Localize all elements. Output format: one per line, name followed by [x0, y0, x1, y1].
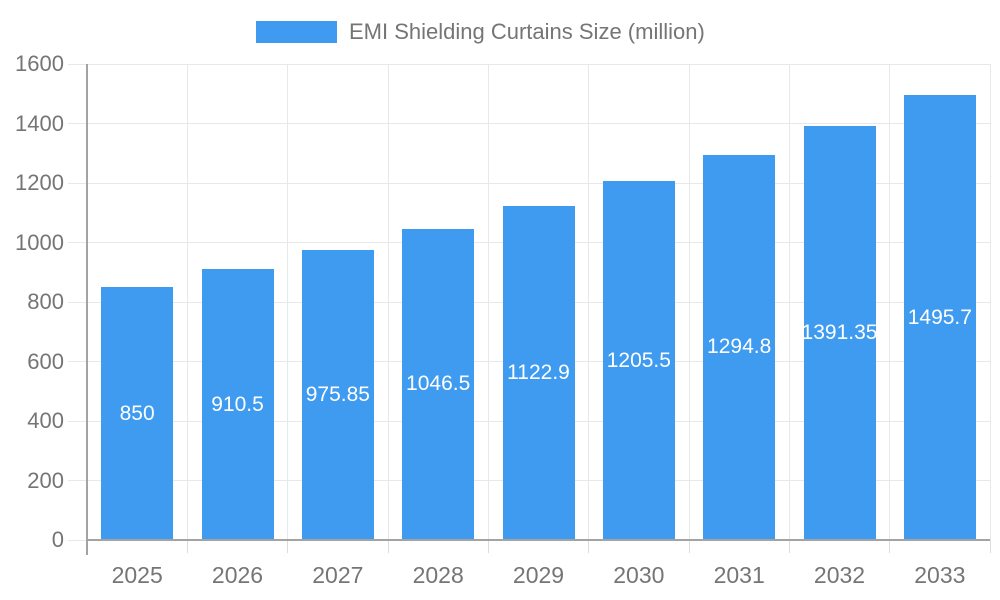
x-axis-tick: [186, 540, 188, 553]
bar-value-label: 1294.8: [707, 335, 772, 359]
bar[interactable]: 1046.5: [402, 228, 475, 540]
y-axis-tick: [68, 480, 87, 481]
y-axis-tick: [68, 182, 87, 184]
x-axis-label: 2026: [211, 562, 264, 588]
bar[interactable]: 910.5: [201, 269, 274, 540]
x-gridline: [688, 64, 690, 540]
x-axis-label: 2033: [914, 562, 966, 588]
legend-label: EMI Shielding Curtains Size (million): [349, 19, 705, 44]
x-axis-tick: [989, 540, 991, 553]
x-gridline: [186, 64, 188, 540]
x-axis-line: [87, 539, 990, 541]
y-axis-tick: [68, 361, 87, 362]
y-axis-label: 600: [27, 348, 64, 374]
y-axis-line: [86, 64, 88, 555]
x-axis-tick: [788, 540, 790, 553]
x-axis-tick: [287, 540, 289, 553]
y-axis-tick: [68, 63, 87, 65]
x-axis-tick: [688, 540, 690, 553]
x-axis-label: 2027: [312, 562, 364, 588]
bar-value-label: 1046.5: [406, 372, 471, 396]
bar-value-label: 1391.35: [801, 321, 878, 345]
bar[interactable]: 1294.8: [703, 154, 776, 540]
y-axis-label: 1600: [15, 51, 64, 76]
bar[interactable]: 1495.7: [903, 95, 976, 540]
legend-item[interactable]: EMI Shielding Curtains Size (million): [256, 21, 705, 43]
x-axis-label: 2031: [713, 562, 765, 588]
y-axis-tick: [68, 242, 87, 243]
bar[interactable]: 1205.5: [602, 181, 675, 540]
bar[interactable]: 850: [101, 287, 174, 540]
bar-value-label: 910.5: [211, 392, 264, 416]
x-gridline: [287, 64, 289, 540]
y-gridline: [87, 63, 990, 65]
y-axis-tick: [68, 420, 87, 422]
x-gridline: [588, 64, 590, 540]
x-axis-tick: [588, 540, 590, 553]
x-axis-tick: [889, 540, 891, 553]
x-axis-tick: [387, 540, 389, 553]
bar-value-label: 1205.5: [606, 348, 671, 372]
y-axis-label: 800: [27, 289, 64, 314]
bar-value-label: 975.85: [305, 382, 370, 406]
bar-value-label: 1122.9: [507, 360, 570, 384]
y-axis-label: 0: [51, 527, 64, 552]
x-axis-tick: [487, 540, 489, 553]
x-gridline: [387, 64, 389, 540]
x-axis-label: 2029: [512, 562, 565, 588]
bar[interactable]: 1122.9: [502, 205, 575, 540]
y-axis-tick: [68, 123, 87, 124]
y-axis-label: 1200: [15, 170, 64, 195]
y-gridline: [87, 123, 990, 124]
y-axis-label: 1000: [15, 229, 64, 255]
x-axis-label: 2025: [111, 562, 163, 588]
x-axis-label: 2030: [613, 562, 665, 588]
x-gridline: [889, 64, 891, 540]
legend-color-swatch: [256, 21, 337, 43]
x-gridline: [989, 64, 991, 540]
bar-value-label: 1495.7: [907, 305, 972, 329]
y-axis-label: 200: [27, 467, 64, 493]
y-gridline: [87, 182, 990, 184]
x-axis-label: 2032: [813, 562, 866, 588]
bar[interactable]: 975.85: [301, 249, 374, 540]
bar[interactable]: 1391.35: [801, 126, 878, 540]
x-axis-label: 2028: [412, 562, 464, 588]
x-gridline: [487, 64, 489, 540]
x-gridline: [788, 64, 790, 540]
y-axis-label: 400: [27, 408, 64, 433]
y-axis-tick: [68, 539, 87, 541]
y-axis-tick: [68, 301, 87, 303]
bar-value-label: 850: [119, 401, 155, 425]
y-axis-label: 1400: [15, 110, 64, 136]
